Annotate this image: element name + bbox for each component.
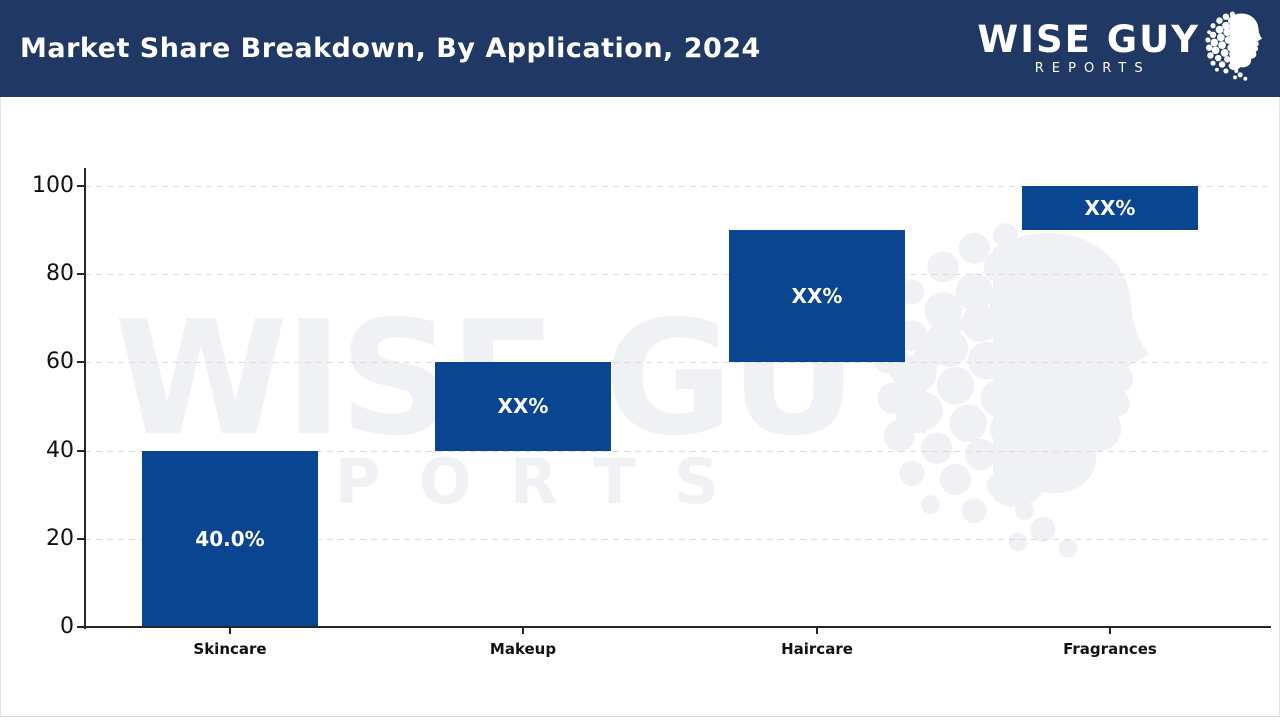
x-tick-mark-haircare (816, 627, 818, 634)
x-tick-label-fragrances: Fragrances (1063, 640, 1157, 658)
y-tick-label-60: 60 (46, 349, 74, 375)
bar-value-label-makeup: XX% (497, 394, 549, 419)
logo-text: WISE GUY REPORTS (977, 18, 1200, 76)
y-tick-mark-40 (77, 449, 85, 452)
x-axis-line (85, 626, 1271, 628)
bar-value-label-haircare: XX% (791, 284, 843, 309)
x-tick-label-haircare: Haircare (781, 640, 853, 658)
gridline-40 (85, 450, 1271, 452)
dotted-head-logo-icon (1205, 11, 1263, 81)
bar-fragrances: XX% (1022, 186, 1198, 231)
x-tick-mark-skincare (229, 627, 231, 634)
frame-border-left (0, 97, 1, 717)
y-axis-line (84, 168, 86, 629)
logo-wordmark: WISE GUY (977, 18, 1200, 62)
logo-subtitle: REPORTS (1034, 60, 1151, 76)
bar-value-label-fragrances: XX% (1084, 196, 1136, 221)
y-tick-label-80: 80 (46, 261, 74, 287)
gridline-60 (85, 362, 1271, 364)
bar-value-label-skincare: 40.0% (195, 526, 265, 551)
y-tick-mark-0 (77, 626, 85, 628)
y-tick-mark-20 (77, 537, 85, 540)
y-tick-mark-100 (77, 185, 85, 187)
x-tick-label-skincare: Skincare (193, 640, 267, 658)
gridline-20 (85, 538, 1271, 540)
bar-skincare: 40.0% (142, 450, 318, 627)
bar-makeup: XX% (435, 362, 611, 451)
y-tick-mark-80 (77, 273, 85, 276)
wise-guy-logo: WISE GUY REPORTS (977, 10, 1280, 88)
y-tick-mark-60 (77, 361, 85, 364)
x-tick-mark-makeup (522, 627, 524, 634)
y-tick-label-100: 100 (32, 173, 74, 198)
x-tick-mark-fragrances (1109, 627, 1111, 634)
gridline-100 (85, 186, 1271, 187)
frame-border-bottom (0, 716, 1280, 717)
x-tick-label-makeup: Makeup (489, 640, 557, 658)
header-band: Market Share Breakdown, By Application, … (0, 0, 1280, 97)
bar-haircare: XX% (729, 230, 905, 363)
chart-title: Market Share Breakdown, By Application, … (20, 33, 761, 64)
y-tick-label-20: 20 (46, 525, 74, 551)
y-tick-label-0: 0 (60, 614, 74, 639)
y-tick-label-40: 40 (46, 437, 74, 463)
chart-plot-area: WISE GUY REPORTS 0 20 40 60 80 100 40.0% Skinca… (0, 97, 1280, 717)
gridline-80 (85, 274, 1271, 276)
